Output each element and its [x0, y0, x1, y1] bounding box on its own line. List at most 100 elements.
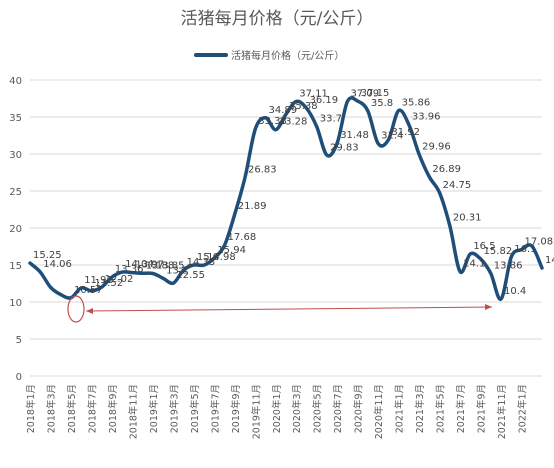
data-label: 17.68	[228, 232, 257, 243]
data-label: 35.86	[402, 98, 431, 109]
data-point	[295, 100, 298, 103]
x-tick-label: 2018年11月	[127, 384, 139, 439]
y-tick-label: 0	[16, 372, 22, 383]
data-point	[428, 176, 431, 178]
data-label: 35.38	[289, 101, 318, 112]
data-point	[387, 138, 390, 141]
data-point	[469, 253, 472, 255]
legend: 活猪每月价格（元/公斤）	[194, 49, 344, 62]
x-tick-label: 2021年1月	[394, 384, 406, 433]
data-label: 29.96	[422, 141, 451, 152]
x-tick-label: 2018年5月	[66, 384, 78, 433]
data-point	[244, 176, 246, 179]
x-tick-label: 2019年11月	[250, 384, 262, 439]
y-tick-label: 35	[9, 113, 22, 124]
data-label: 16.1	[514, 244, 536, 255]
data-point	[141, 272, 144, 275]
data-label: 29.83	[330, 142, 359, 153]
data-label: 17.08	[525, 237, 554, 248]
y-tick-label: 5	[16, 335, 22, 346]
data-label: 11.91	[84, 275, 113, 286]
data-point	[397, 109, 400, 112]
data-label: 33.38	[258, 116, 287, 127]
data-point	[223, 244, 226, 246]
data-point	[193, 264, 195, 266]
data-point	[438, 192, 441, 194]
data-label: 13.88	[146, 260, 175, 271]
data-point	[100, 286, 103, 288]
data-label: 31.4	[381, 131, 403, 142]
data-point	[459, 270, 461, 273]
data-point	[541, 267, 543, 269]
x-tick-label: 2021年9月	[476, 384, 488, 433]
x-tick-label: 2020年1月	[271, 384, 283, 433]
data-label: 24.75	[443, 180, 472, 191]
data-label: 13.36	[115, 264, 144, 275]
data-points	[29, 100, 543, 300]
x-tick-label: 2019年1月	[148, 384, 160, 433]
data-point	[510, 256, 513, 258]
x-tick-label: 2020年7月	[332, 384, 344, 433]
data-point	[336, 142, 339, 144]
data-point	[80, 287, 82, 289]
data-label: 13.86	[494, 260, 523, 271]
chart-title: 活猪每月价格（元/公斤）	[181, 9, 374, 29]
data-point	[59, 293, 62, 296]
x-tick-label: 2021年11月	[496, 384, 508, 439]
annotation-arrowhead-left	[86, 308, 93, 314]
data-label: 33.28	[279, 117, 308, 128]
data-label: 15.94	[217, 245, 246, 256]
data-point	[172, 282, 175, 284]
data-label: 35.8	[371, 98, 393, 109]
data-point	[449, 224, 451, 227]
data-point	[408, 123, 410, 126]
x-tick-label: 2021年7月	[455, 384, 467, 433]
data-point	[274, 128, 277, 131]
data-label: 13.97	[135, 260, 164, 271]
data-point	[264, 117, 267, 119]
x-tick-label: 2018年1月	[25, 384, 37, 433]
data-point	[377, 142, 379, 145]
y-tick-label: 20	[9, 224, 22, 235]
data-point	[500, 298, 502, 300]
data-label: 37.15	[361, 88, 390, 99]
x-tick-label: 2021年5月	[435, 384, 447, 433]
data-point	[356, 100, 359, 102]
data-label: 14.59	[545, 255, 554, 266]
x-tick-label: 2022年1月	[517, 384, 529, 433]
data-label: 14.98	[207, 252, 236, 263]
data-point	[285, 113, 287, 115]
annotation-arrow	[85, 306, 493, 312]
data-label: 33.96	[412, 112, 441, 123]
data-point	[131, 271, 134, 274]
data-point	[182, 269, 185, 271]
data-label: 12.02	[105, 274, 134, 285]
data-label: 14.06	[43, 259, 72, 270]
x-tick-label: 2021年3月	[414, 384, 426, 433]
x-tick-label: 2019年5月	[189, 384, 201, 433]
data-label: 15.25	[33, 250, 62, 261]
data-label: 33.7	[320, 114, 342, 125]
x-tick-label: 2020年9月	[353, 384, 365, 433]
x-tick-label: 2019年7月	[209, 384, 221, 433]
data-label: 15.0	[197, 252, 219, 263]
x-tick-label: 2019年3月	[168, 384, 180, 433]
data-label: 16.5	[473, 241, 495, 252]
y-axis-ticks: 0 5 10 15 20 25 30 35 40	[9, 76, 22, 383]
x-tick-label: 2018年7月	[86, 384, 98, 433]
x-tick-label: 2018年3月	[45, 384, 57, 433]
y-tick-label: 15	[9, 261, 22, 272]
data-point	[490, 272, 492, 275]
y-tick-label: 40	[9, 76, 22, 87]
data-point	[213, 257, 216, 259]
data-point	[29, 262, 31, 264]
data-point	[39, 271, 42, 273]
data-point	[305, 107, 308, 109]
data-label: 14.04	[125, 259, 154, 270]
data-label: 14.33	[187, 257, 216, 268]
data-label: 37.09	[350, 89, 379, 100]
data-point	[111, 276, 113, 278]
data-point	[367, 110, 369, 112]
data-label: 10.57	[74, 285, 103, 296]
data-point	[254, 128, 257, 130]
